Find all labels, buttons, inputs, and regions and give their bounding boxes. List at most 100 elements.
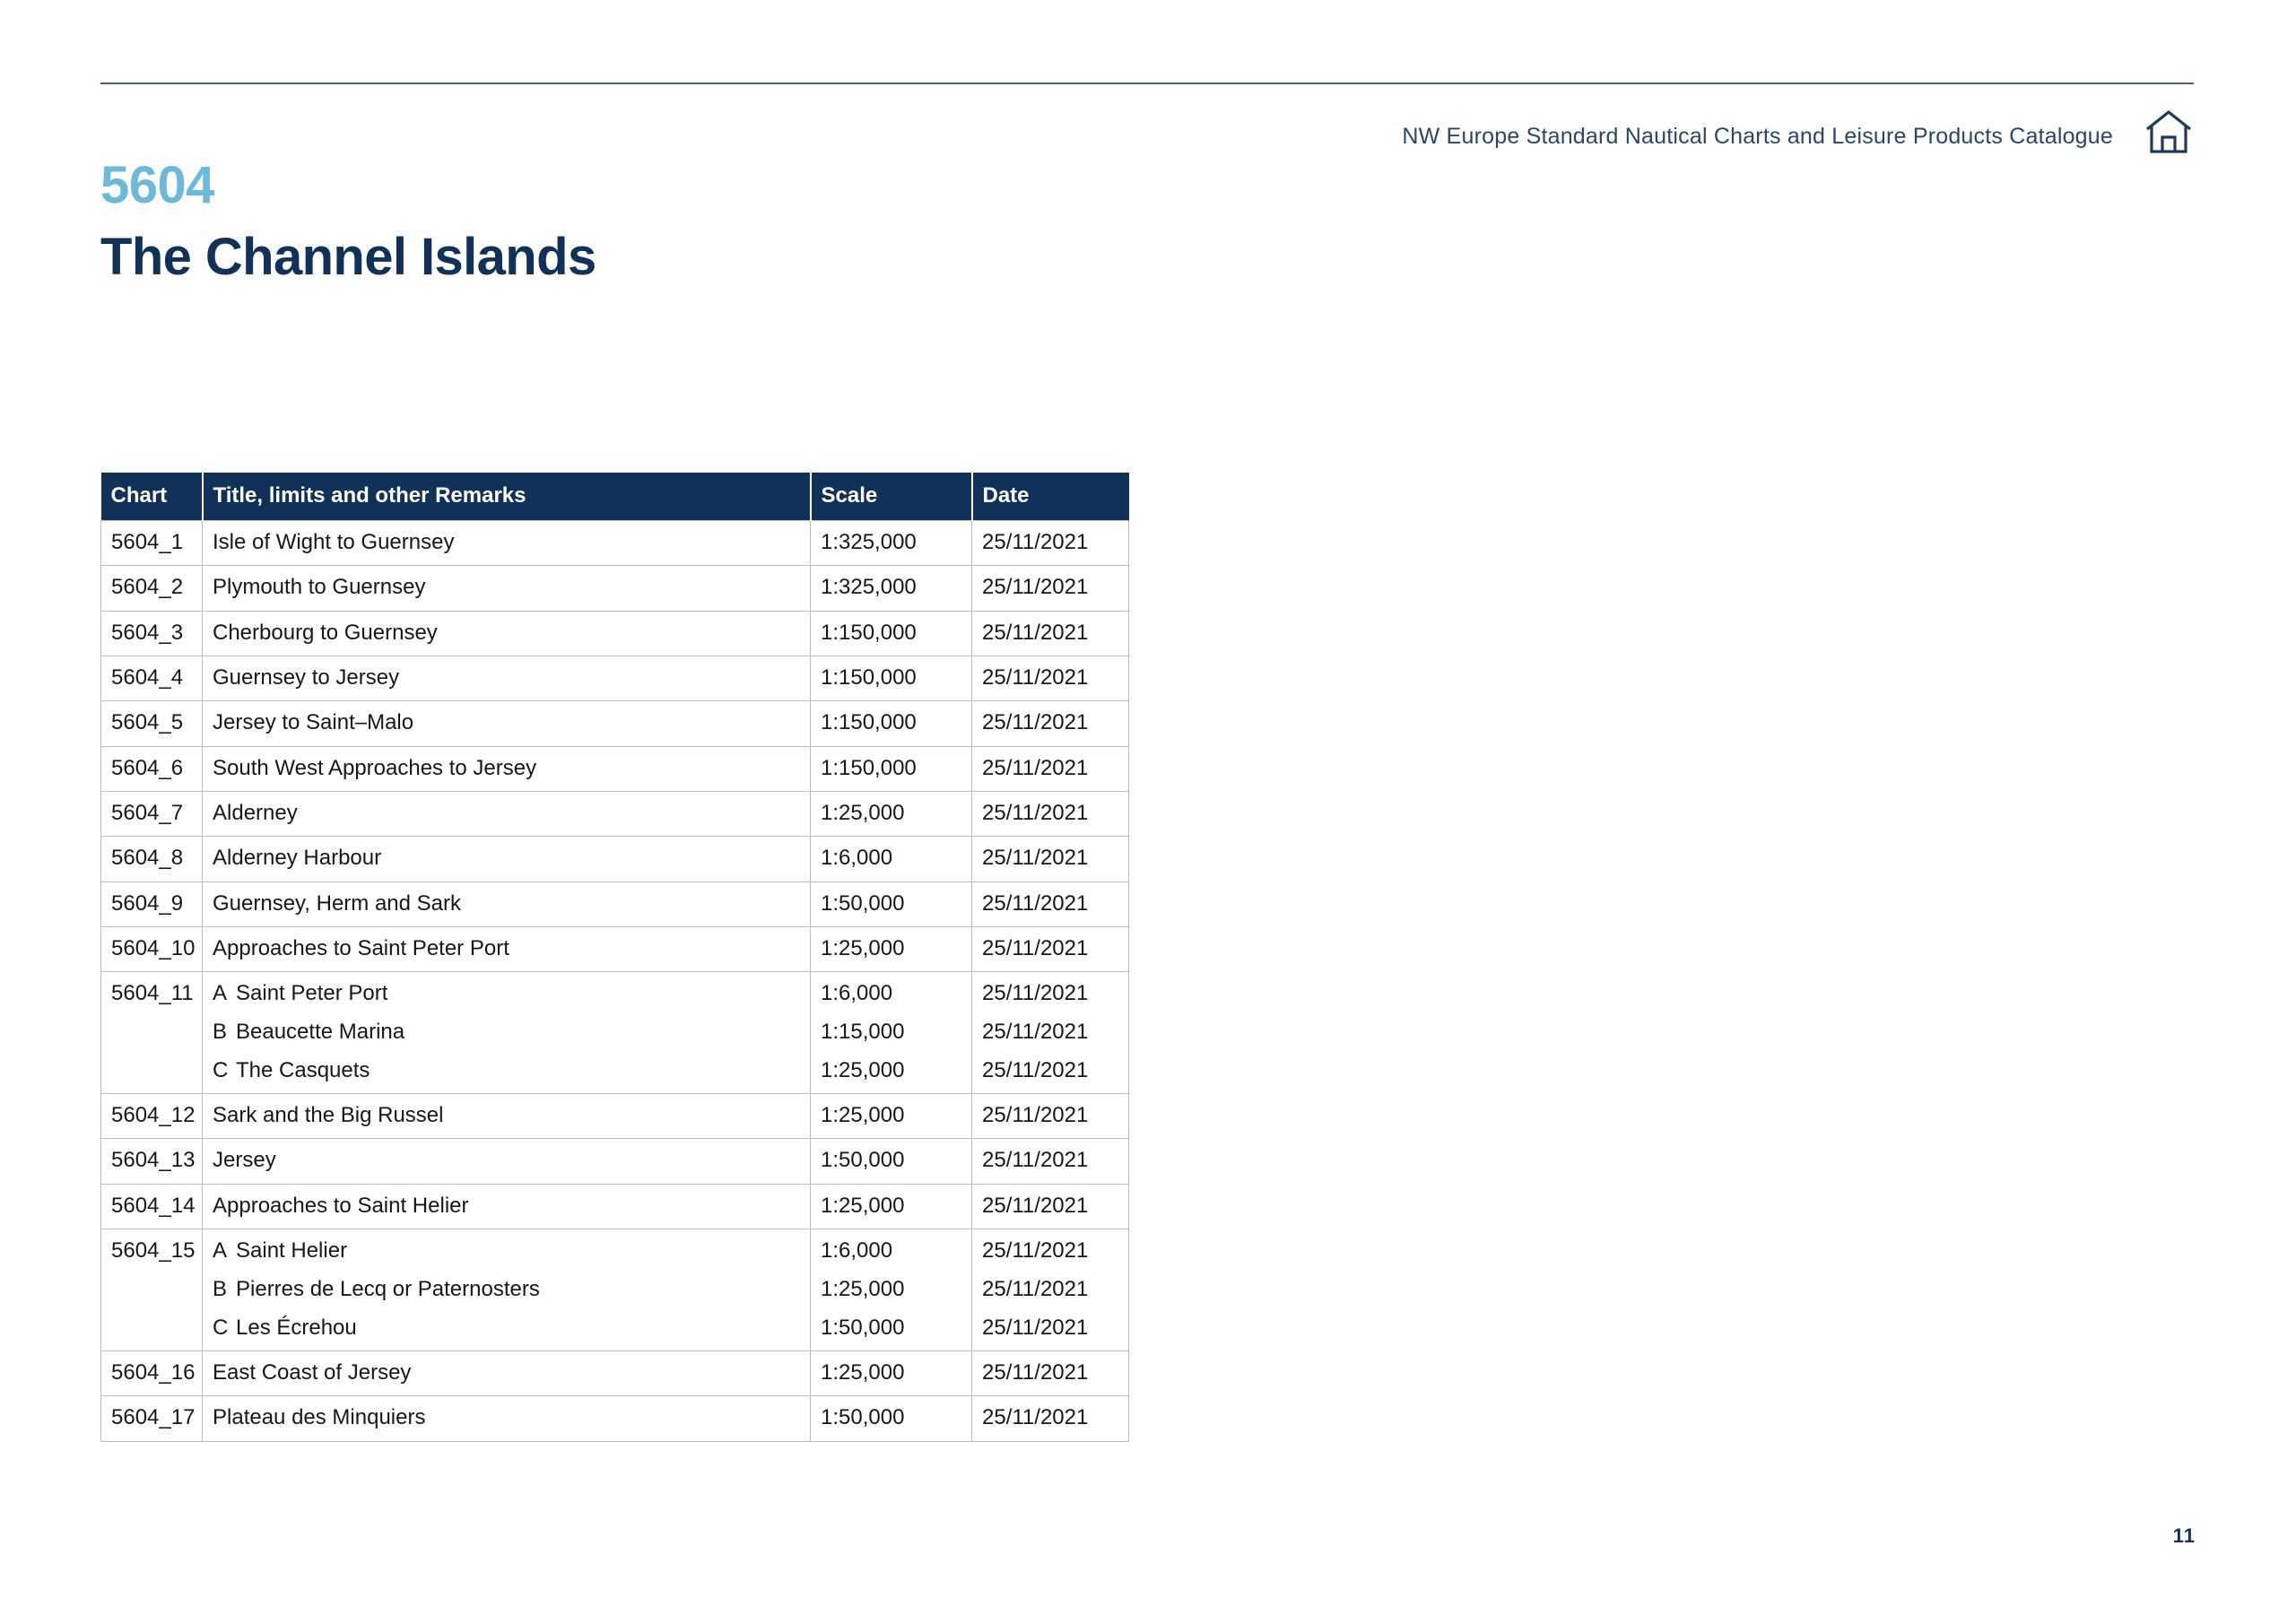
cell-chart-id: 5604_5 [100,700,203,747]
cell-date: 25/11/2021 [971,1093,1129,1140]
subrow-letter: B [213,1020,228,1045]
cell-scale: 1:325,000 [810,565,972,612]
cell-title: Approaches to Saint Helier [202,1183,811,1230]
cell-title: Alderney Harbour [202,836,811,882]
cell-chart-id: 5604_6 [100,745,203,792]
subrow-date: 25/11/2021 [982,1238,1089,1264]
cell-date: 25/11/2021 [971,610,1129,656]
cell-date: 25/11/2021 [971,1395,1129,1442]
subrow-letter: B [213,1277,228,1302]
chart-name: The Channel Islands [100,228,596,286]
cell-title: A Saint Helier B Pierres de Lecq or Paterno… [202,1229,811,1352]
chart-number: 5604 [100,156,215,214]
subrow-title: A Saint Peter Port [213,981,388,1006]
home-icon[interactable] [2144,109,2194,158]
cell-scale: 1:25,000 [810,1183,972,1230]
cell-date: 25/11/2021 [971,836,1129,882]
cell-title: Plymouth to Guernsey [202,565,811,612]
cell-chart-id: 5604_11 [100,971,203,1095]
column-header-chart: Chart [100,473,204,521]
cell-title: A Saint Peter Port B Beaucette Marina C The C… [202,971,811,1095]
cell-date: 25/11/2021 25/11/2021 25/11/2021 [971,971,1129,1095]
subrow-scale: 1:25,000 [821,1277,905,1302]
cell-date: 25/11/2021 [971,1183,1129,1230]
subrow-letter: C [213,1316,229,1341]
table-row: 5604_8 Alderney Harbour 1:6,000 25/11/2021 [100,836,1129,882]
cell-scale: 1:150,000 [810,745,972,792]
cell-chart-id: 5604_1 [100,519,203,567]
table-row: 5604_12 Sark and the Big Russel 1:25,000 25… [100,1093,1129,1140]
subrow-letter: A [213,981,228,1006]
column-header-scale: Scale [810,473,973,521]
cell-title: East Coast of Jersey [202,1350,811,1397]
table-row: 5604_10 Approaches to Saint Peter Port 1:2… [100,925,1129,973]
table-row: 5604_4 Guernsey to Jersey 1:150,000 25/11/2… [100,655,1129,702]
cell-title: Guernsey, Herm and Sark [202,881,811,927]
subrow-scale: 1:6,000 [821,1238,893,1264]
cell-date: 25/11/2021 [971,655,1129,702]
table-row: 5604_11 A Saint Peter Port B Beaucette Marin… [100,971,1129,1095]
cell-chart-id: 5604_17 [100,1395,203,1442]
cell-title: Jersey to Saint–Malo [202,700,811,747]
subrow-letter: A [213,1238,228,1264]
cell-scale: 1:6,000 1:25,000 1:50,000 [810,1229,972,1352]
subrow-title: A Saint Helier [213,1238,348,1264]
subrow-date: 25/11/2021 [982,1058,1089,1083]
subrow-date: 25/11/2021 [982,981,1089,1006]
subrow-title: C The Casquets [213,1058,370,1083]
cell-chart-id: 5604_9 [100,881,203,927]
table-header: Chart Title, limits and other Remarks Sc… [100,473,1129,521]
subrow-title: B Pierres de Lecq or Paternosters [213,1277,540,1302]
cell-scale: 1:25,000 [810,1093,972,1140]
cell-date: 25/11/2021 [971,1350,1129,1397]
cell-chart-id: 5604_12 [100,1093,203,1140]
cell-scale: 1:50,000 [810,881,972,927]
subrow-date: 25/11/2021 [982,1316,1089,1341]
cell-date: 25/11/2021 [971,519,1129,567]
cell-date: 25/11/2021 [971,790,1129,838]
subrow-title: C Les Écrehou [213,1316,357,1341]
table-row: 5604_2 Plymouth to Guernsey 1:325,000 25/11… [100,565,1129,612]
cell-scale: 1:325,000 [810,519,972,567]
cell-scale: 1:150,000 [810,700,972,747]
cell-scale: 1:150,000 [810,610,972,656]
cell-title: Sark and the Big Russel [202,1093,811,1140]
cell-chart-id: 5604_14 [100,1183,203,1230]
subrow-scale: 1:25,000 [821,1058,905,1083]
cell-scale: 1:6,000 1:15,000 1:25,000 [810,971,972,1095]
cell-scale: 1:25,000 [810,790,972,838]
column-header-date: Date [971,473,1129,521]
cell-chart-id: 5604_16 [100,1350,203,1397]
subrow-scale: 1:15,000 [821,1020,905,1045]
cell-title: Plateau des Minquiers [202,1395,811,1442]
cell-chart-id: 5604_10 [100,925,203,973]
cell-chart-id: 5604_15 [100,1229,203,1352]
cell-chart-id: 5604_4 [100,655,203,702]
cell-date: 25/11/2021 25/11/2021 25/11/2021 [971,1229,1129,1352]
subrow-date: 25/11/2021 [982,1020,1089,1045]
table-row: 5604_9 Guernsey, Herm and Sark 1:50,000 25/… [100,881,1129,927]
subrow-letter: C [213,1058,229,1083]
table-row: 5604_17 Plateau des Minquiers 1:50,000 25/1… [100,1395,1129,1442]
table-row: 5604_16 East Coast of Jersey 1:25,000 25/11… [100,1350,1129,1397]
cell-date: 25/11/2021 [971,881,1129,927]
subrow-title: B Beaucette Marina [213,1020,405,1045]
table-row: 5604_13 Jersey 1:50,000 25/11/2021 [100,1138,1129,1185]
page-number: 11 [2172,1524,2196,1547]
subrow-scale: 1:6,000 [821,981,893,1006]
table-row: 5604_7 Alderney 1:25,000 25/11/2021 [100,790,1129,838]
subrow-date: 25/11/2021 [982,1277,1089,1302]
cell-scale: 1:25,000 [810,925,972,973]
table-body: 5604_1 Isle of Wight to Guernsey 1:325,000… [100,519,1129,1442]
table-header-row: Chart Title, limits and other Remarks Sc… [100,473,1129,521]
running-header-title: NW Europe Standard Nautical Charts and L… [1402,123,2113,149]
cell-title: South West Approaches to Jersey [202,745,811,792]
page-title: 5604 The Channel Islands [100,160,596,283]
chart-table-container: Chart Title, limits and other Remarks Sc… [100,473,1129,1442]
cell-title: Jersey [202,1138,811,1185]
header-rule [100,83,2194,84]
cell-date: 25/11/2021 [971,1138,1129,1185]
cell-scale: 1:25,000 [810,1350,972,1397]
running-header: NW Europe Standard Nautical Charts and L… [1402,109,2194,158]
